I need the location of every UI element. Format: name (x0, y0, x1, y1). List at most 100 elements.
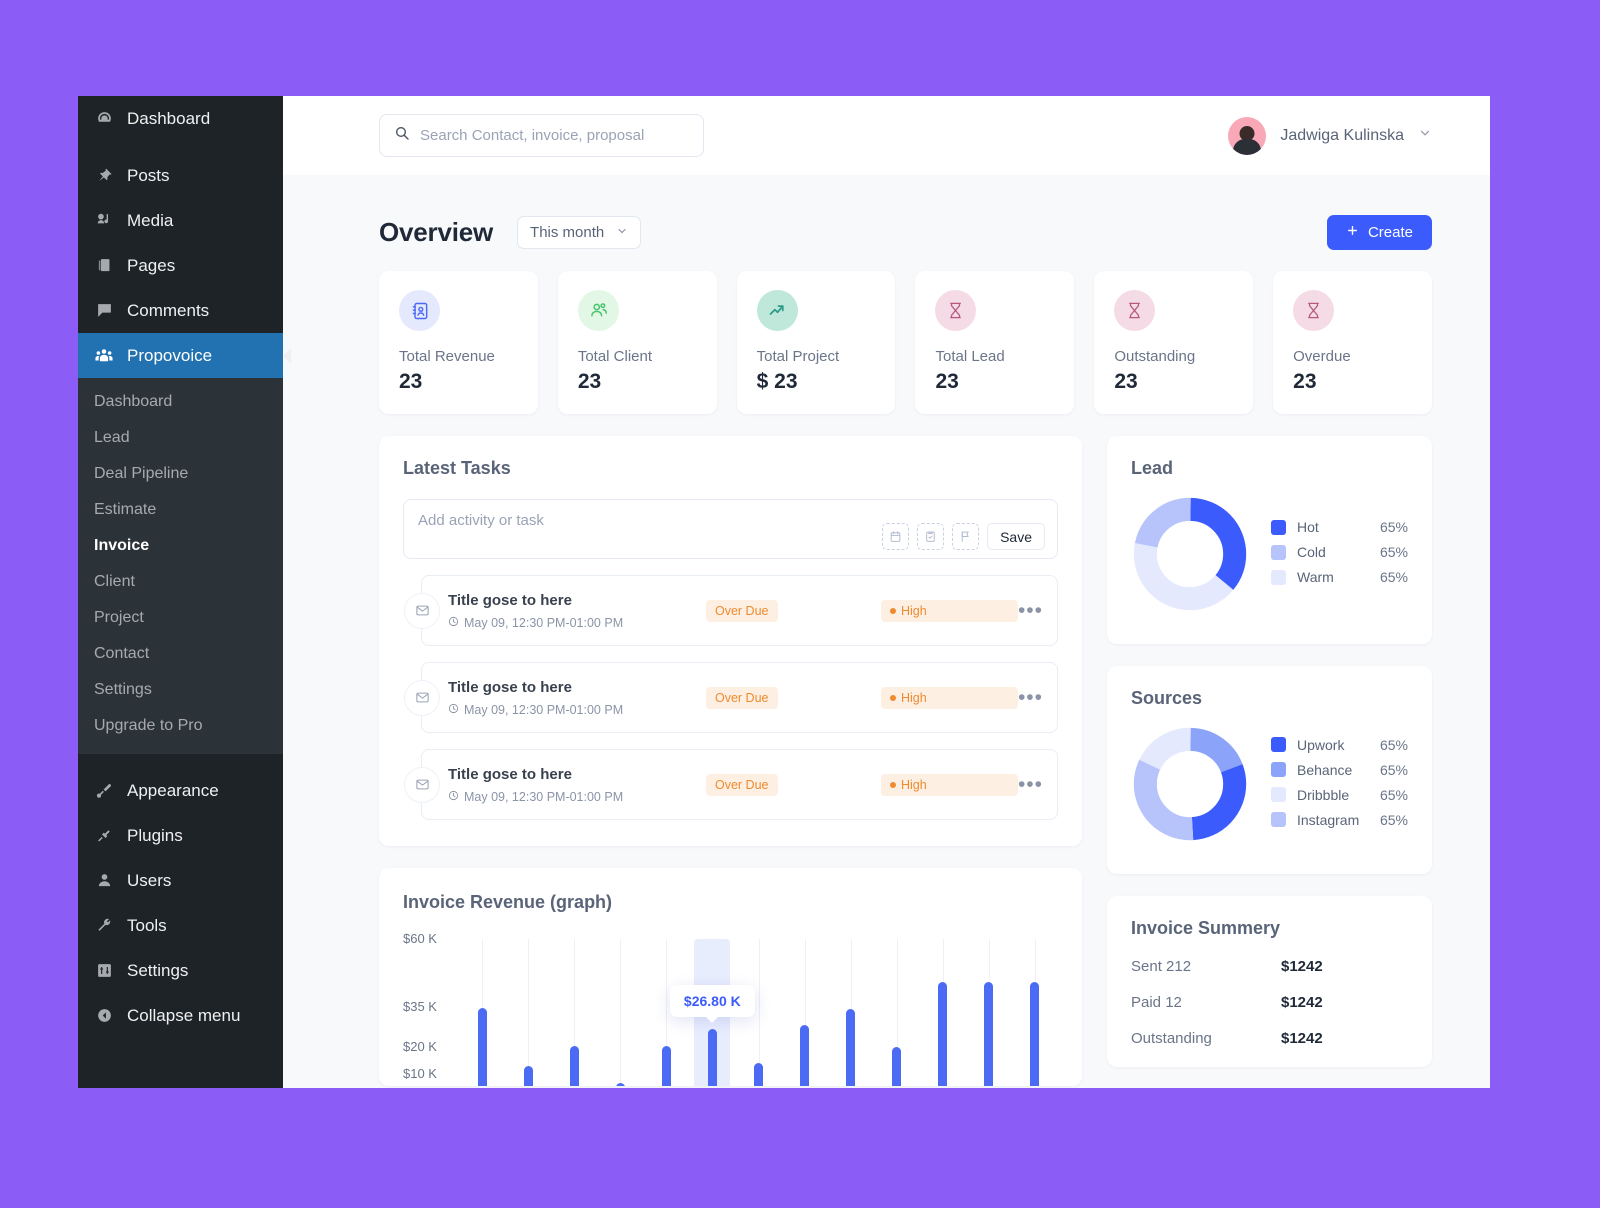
sidebar-item-pages[interactable]: Pages (78, 243, 283, 288)
chart-bar[interactable] (800, 1025, 810, 1086)
table-row[interactable]: Title gose to here May 09, 12:30 PM-01:0… (404, 749, 1058, 820)
sidebar-item-label: Collapse menu (127, 1005, 241, 1025)
task-time: May 09, 12:30 PM-01:00 PM (448, 790, 706, 804)
table-row[interactable]: Title gose to here May 09, 12:30 PM-01:0… (404, 575, 1058, 646)
task-priority-cell: High (881, 773, 1018, 796)
chart-bar[interactable] (1030, 982, 1040, 1086)
submenu-item-settings[interactable]: Settings (78, 672, 283, 708)
submenu-item-project[interactable]: Project (78, 600, 283, 636)
chart-bar[interactable] (892, 1047, 902, 1086)
stat-card-total-lead[interactable]: Total Lead 23 (915, 271, 1075, 414)
task-time-text: May 09, 12:30 PM-01:00 PM (464, 789, 624, 804)
propovoice-submenu: Dashboard Lead Deal Pipeline Estimate In… (78, 378, 283, 754)
calendar-icon[interactable] (882, 523, 910, 550)
page-header: Overview This month Create (379, 215, 1432, 250)
collapse-icon (94, 1007, 114, 1024)
sources-donut-chart (1131, 725, 1249, 848)
sidebar-item-appearance[interactable]: Appearance (78, 768, 283, 813)
chart-bar[interactable] (615, 1083, 625, 1086)
chart-y-tick: $35 K (403, 998, 437, 1014)
sidebar-item-comments[interactable]: Comments (78, 288, 283, 333)
period-select[interactable]: This month (517, 216, 642, 249)
create-button[interactable]: Create (1326, 215, 1432, 250)
sidebar-item-users[interactable]: Users (78, 858, 283, 903)
summary-amount: $1242 (1281, 994, 1323, 1011)
chart-bar[interactable] (569, 1045, 579, 1086)
chart-y-tick: $60 K (403, 931, 437, 946)
submenu-item-estimate[interactable]: Estimate (78, 492, 283, 528)
table-row[interactable]: Title gose to here May 09, 12:30 PM-01:0… (404, 662, 1058, 733)
latest-tasks-panel: Latest Tasks (379, 436, 1082, 846)
add-task-input[interactable] (418, 512, 793, 529)
legend-value: 65% (1379, 811, 1408, 828)
list-item: Hot 65% (1271, 519, 1408, 535)
chart-bar[interactable] (984, 982, 994, 1086)
chart-bar[interactable] (523, 1065, 533, 1086)
chart-bar[interactable] (938, 982, 948, 1086)
submenu-item-dashboard[interactable]: Dashboard (78, 384, 283, 420)
stat-card-outstanding[interactable]: Outstanding 23 (1094, 271, 1254, 414)
sources-panel: Sources (1107, 666, 1432, 874)
row-more-icon[interactable]: ••• (1017, 772, 1043, 796)
sidebar-item-dashboard[interactable]: Dashboard (78, 96, 283, 141)
chart-bar[interactable] (661, 1045, 671, 1086)
list-item: Instagram 65% (1271, 812, 1408, 828)
task-time: May 09, 12:30 PM-01:00 PM (448, 703, 706, 717)
legend-swatch-icon (1271, 569, 1286, 585)
chart-bar[interactable] (846, 1009, 856, 1086)
legend-swatch-icon (1271, 787, 1286, 802)
sidebar-item-propovoice[interactable]: Propovoice (78, 333, 283, 378)
hourglass-icon (1293, 290, 1335, 331)
sidebar-item-posts[interactable]: Posts (78, 153, 283, 198)
sidebar-item-plugins[interactable]: Plugins (78, 813, 283, 858)
chevron-down-icon[interactable] (1418, 126, 1432, 145)
list-item: Warm 65% (1271, 569, 1408, 585)
legend-value: 65% (1379, 569, 1408, 585)
user-menu[interactable]: Jadwiga Kulinska (1228, 116, 1432, 155)
stat-card-total-client[interactable]: Total Client 23 (557, 271, 717, 414)
legend-value: 65% (1379, 761, 1408, 778)
task-time-text: May 09, 12:30 PM-01:00 PM (464, 702, 624, 717)
priority-label: High (901, 690, 927, 705)
submenu-item-lead[interactable]: Lead (78, 420, 283, 456)
flag-icon[interactable] (952, 523, 980, 550)
stat-value: 23 (935, 370, 959, 393)
submenu-item-contact[interactable]: Contact (78, 636, 283, 672)
chart-bar[interactable] (477, 1007, 487, 1086)
sidebar-item-media[interactable]: Media (78, 198, 283, 243)
task-status-cell: Over Due (706, 599, 881, 622)
legend-swatch-icon (1271, 544, 1286, 560)
stat-card-total-project[interactable]: Total Project $ 23 (736, 271, 896, 414)
sidebar-item-settings[interactable]: Settings (78, 948, 283, 993)
search-box[interactable] (379, 114, 704, 157)
submenu-label: Estimate (94, 501, 157, 518)
sidebar-item-collapse-menu[interactable]: Collapse menu (78, 993, 283, 1038)
app-topbar: Jadwiga Kulinska (283, 96, 1490, 175)
legend-label: Cold (1297, 544, 1326, 560)
group-icon (94, 347, 114, 365)
add-task-box[interactable]: Save (403, 499, 1058, 559)
clipboard-check-icon[interactable] (917, 523, 945, 550)
submenu-item-invoice[interactable]: Invoice (78, 528, 283, 564)
task-main: Title gose to here May 09, 12:30 PM-01:0… (448, 592, 706, 630)
chart-gridline (528, 939, 530, 1086)
stat-card-total-revenue[interactable]: Total Revenue 23 (379, 271, 538, 414)
hourglass-icon (935, 290, 977, 331)
submenu-item-deal-pipeline[interactable]: Deal Pipeline (78, 456, 283, 492)
chart-bar[interactable] (754, 1063, 763, 1086)
row-more-icon[interactable]: ••• (1017, 685, 1043, 709)
list-item: Outstanding $1242 (1131, 1030, 1408, 1047)
stat-cards: Total Revenue 23 Total Client 23 Total P… (379, 271, 1432, 414)
priority-label: High (901, 777, 927, 792)
row-more-icon[interactable]: ••• (1017, 598, 1043, 622)
save-task-button[interactable]: Save (987, 523, 1045, 550)
chart-plot: $26.80 K (459, 931, 1058, 1086)
contact-book-icon (399, 290, 440, 331)
search-input[interactable] (420, 127, 689, 144)
sidebar-item-tools[interactable]: Tools (78, 903, 283, 948)
submenu-item-upgrade-to-pro[interactable]: Upgrade to Pro (78, 708, 283, 744)
legend-label: Upwork (1297, 736, 1345, 753)
chart-bar[interactable] (707, 1028, 717, 1086)
submenu-item-client[interactable]: Client (78, 564, 283, 600)
stat-card-overdue[interactable]: Overdue 23 (1273, 271, 1432, 414)
